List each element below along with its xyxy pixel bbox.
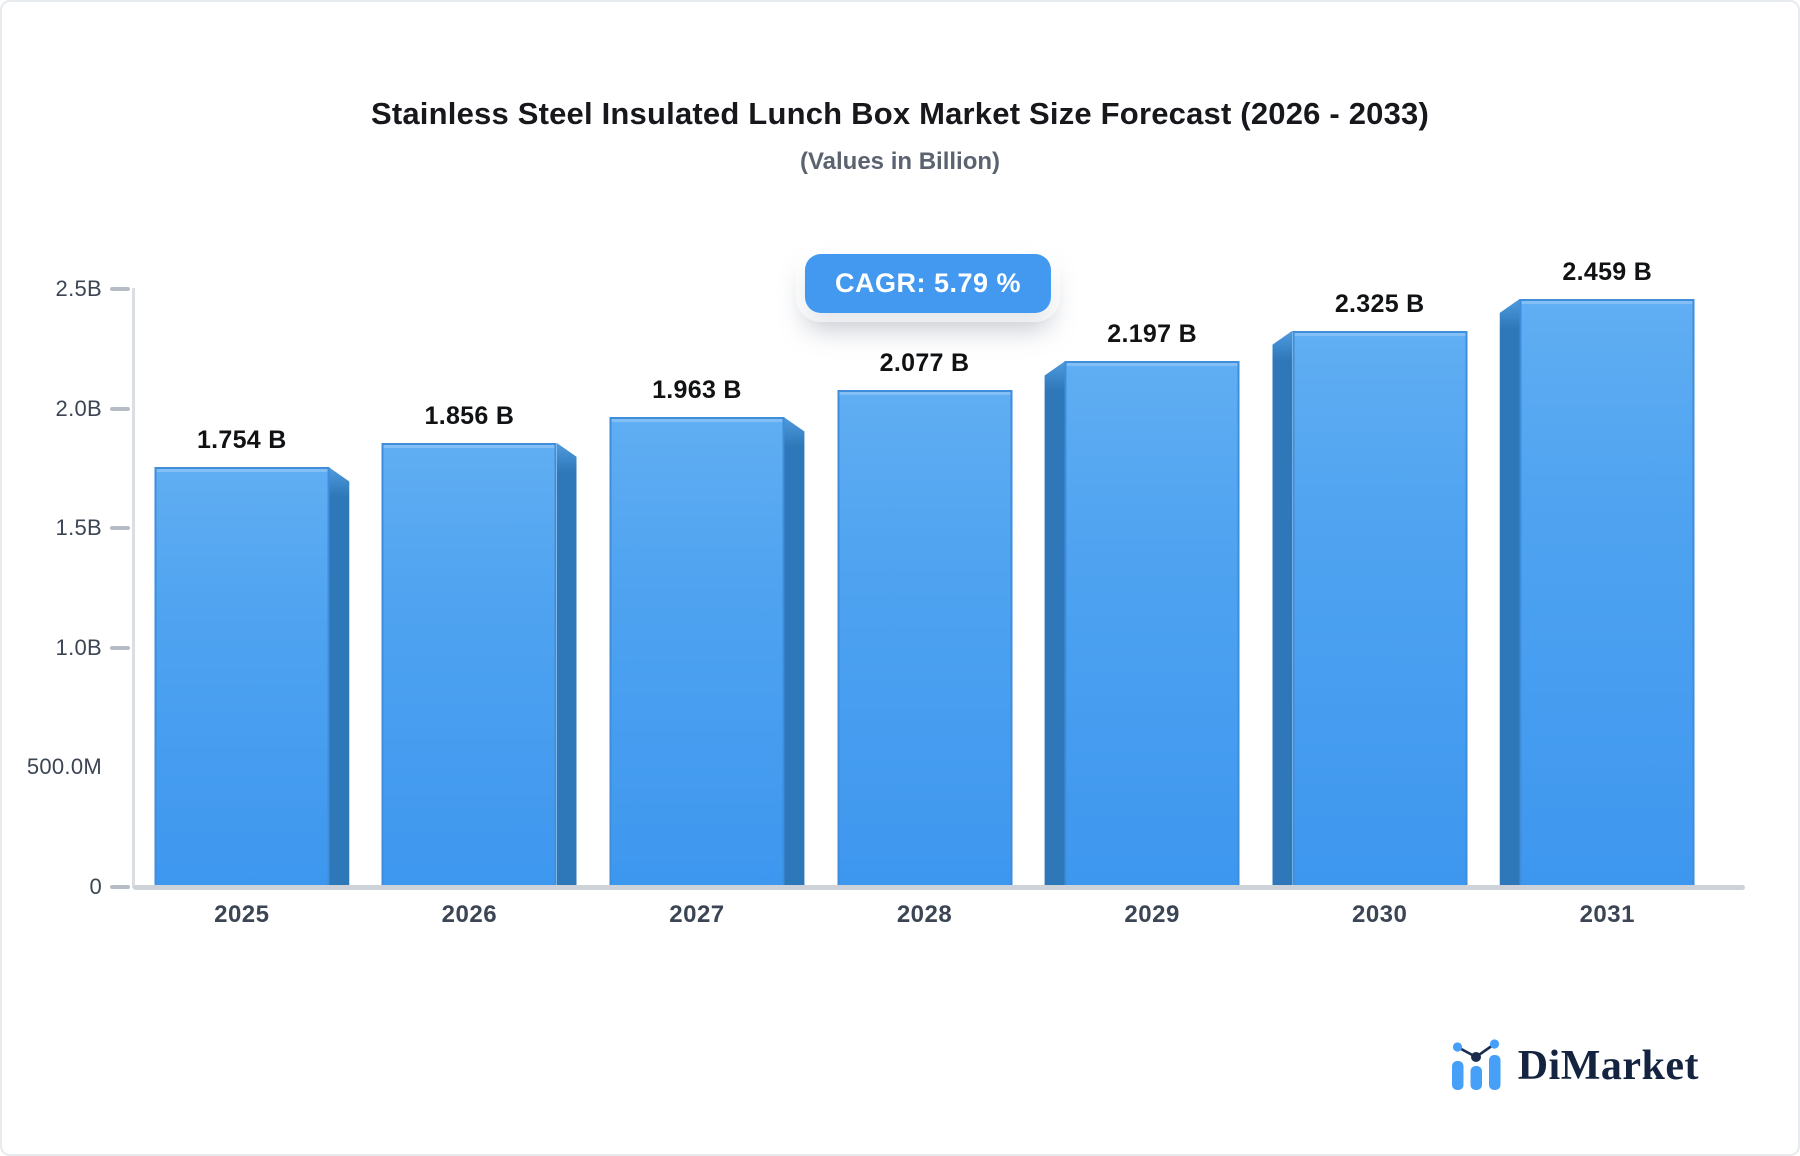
x-axis-line <box>133 885 1745 890</box>
bar-value-label: 2.325 B <box>1334 289 1425 318</box>
y-axis-label: 500.0M <box>26 754 102 780</box>
bar-face <box>381 443 557 887</box>
x-axis-label: 2028 <box>896 901 953 928</box>
brand-logo: DiMarket <box>1448 1038 1699 1093</box>
bar-face <box>837 390 1013 887</box>
y-axis-tick <box>110 406 130 411</box>
x-axis-label: 2027 <box>669 901 725 928</box>
bars-layer: 1.754 B 1.856 B 1.963 B 2.077 B 2.197 B 2.325… <box>128 258 1721 887</box>
bar: 2.325 B <box>1272 290 1468 887</box>
bar-slot: 2.197 B <box>1038 289 1266 887</box>
x-axis-label: 2029 <box>1124 901 1180 928</box>
bar-slot: 1.856 B <box>356 289 584 887</box>
y-axis-label: 2.0B <box>55 395 102 421</box>
x-axis-label: 2030 <box>1351 901 1408 928</box>
bar-value-label: 2.077 B <box>879 349 970 378</box>
y-axis-tick <box>110 287 130 291</box>
bar-slot: 1.963 B <box>583 289 811 887</box>
bar-side <box>1272 330 1293 887</box>
y-axis-label: 2.5B <box>55 276 102 301</box>
bar: 1.856 B <box>381 402 577 887</box>
bar-face <box>609 417 785 887</box>
chart-subtitle: (Values in Billion) <box>799 148 1001 175</box>
bar-value-label: 1.963 B <box>652 376 742 405</box>
bar: 2.197 B <box>1044 320 1240 887</box>
x-axis-label: 2025 <box>214 901 270 928</box>
y-axis-label: 0 <box>89 874 102 899</box>
bar-value-label: 1.754 B <box>196 426 287 455</box>
bar-face <box>154 467 330 887</box>
bar: 2.459 B <box>1499 258 1695 887</box>
brand-logo-text: DiMarket <box>1517 1042 1699 1089</box>
y-axis-tick <box>110 645 130 650</box>
bar-line-chart-icon <box>1451 1039 1501 1090</box>
bar: 1.754 B <box>154 426 350 887</box>
bar-value-label: 1.856 B <box>424 402 515 431</box>
y-axis-label: 1.5B <box>55 515 102 541</box>
bar-slot: 2.325 B <box>1266 289 1494 887</box>
bar-face <box>1064 361 1240 887</box>
x-axis: 2025 2026 2027 2028 2029 2030 2031 <box>128 901 1721 929</box>
bar-slot: 1.754 B <box>128 289 356 887</box>
bar-side <box>784 417 805 887</box>
chart-title: Stainless Steel Insulated Lunch Box Mark… <box>370 96 1430 131</box>
bar-slot: 2.077 B <box>811 289 1039 887</box>
y-axis-tick <box>110 885 130 889</box>
y-axis: 2.5B 2.0B 1.5B 1.0B 500.0M 0 <box>2 2 132 1154</box>
bar: 2.077 B <box>837 349 1013 887</box>
y-axis-line <box>132 288 135 888</box>
bar-face <box>1519 298 1695 887</box>
bar-side <box>329 467 350 887</box>
bar-slot: 2.459 B <box>1493 258 1721 887</box>
cagr-badge: CAGR: 5.79 % <box>804 254 1052 313</box>
bar-side <box>1499 298 1520 887</box>
bar: 1.963 B <box>609 376 805 887</box>
bar-value-label: 2.197 B <box>1107 320 1197 349</box>
y-axis-tick <box>110 526 130 531</box>
bar-value-label: 2.459 B <box>1562 257 1653 286</box>
y-axis-label: 1.0B <box>55 634 102 660</box>
x-axis-label: 2026 <box>441 901 498 928</box>
x-axis-label: 2031 <box>1579 901 1635 928</box>
bar-side <box>1044 361 1065 887</box>
bar-face <box>1292 330 1468 887</box>
bar-side <box>556 443 577 887</box>
